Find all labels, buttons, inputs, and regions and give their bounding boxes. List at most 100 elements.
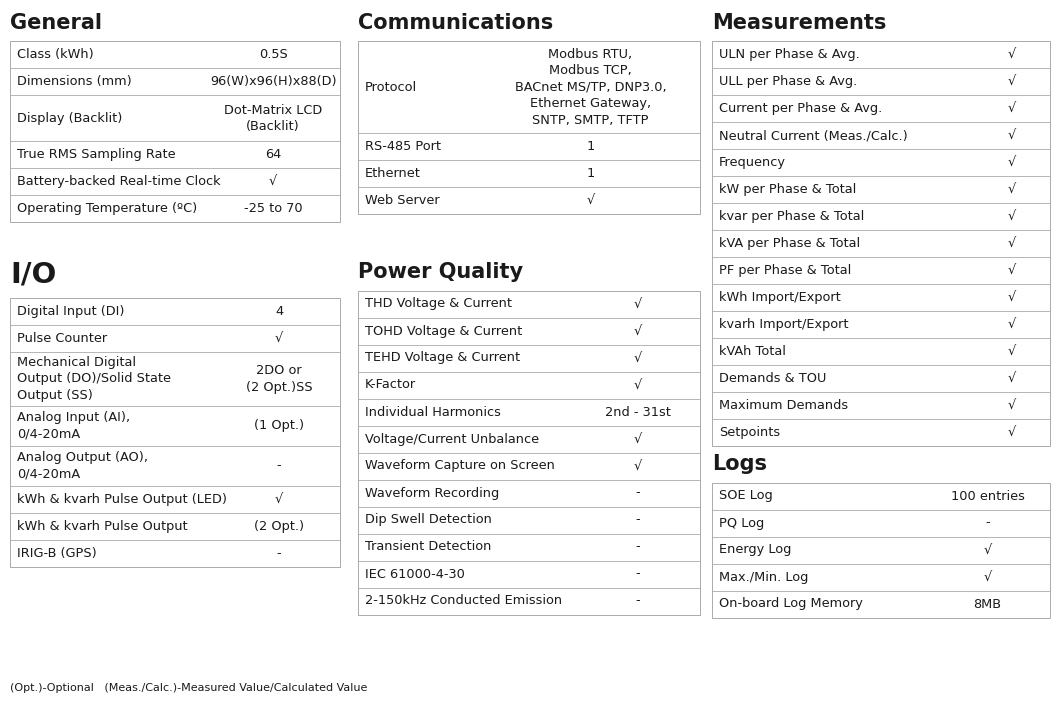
Text: Mechanical Digital
Output (DO)/Solid State
Output (SS): Mechanical Digital Output (DO)/Solid Sta… xyxy=(17,356,171,402)
Text: Transient Detection: Transient Detection xyxy=(365,540,492,554)
Text: √: √ xyxy=(634,325,641,337)
Text: -: - xyxy=(635,595,640,608)
Text: √: √ xyxy=(269,175,278,189)
Text: Power Quality: Power Quality xyxy=(358,262,524,282)
Text: √: √ xyxy=(1008,48,1017,61)
Text: Dot-Matrix LCD
(Backlit): Dot-Matrix LCD (Backlit) xyxy=(224,104,322,133)
Bar xyxy=(358,291,700,615)
Text: Pulse Counter: Pulse Counter xyxy=(17,332,107,345)
Text: √: √ xyxy=(1008,211,1017,223)
Text: 1: 1 xyxy=(586,140,595,153)
Text: Individual Harmonics: Individual Harmonics xyxy=(365,406,501,418)
Text: PF per Phase & Total: PF per Phase & Total xyxy=(719,264,851,277)
Text: √: √ xyxy=(275,332,283,345)
Text: √: √ xyxy=(634,459,641,472)
Text: SOE Log: SOE Log xyxy=(719,489,773,503)
Text: 4: 4 xyxy=(275,305,283,318)
Text: 8MB: 8MB xyxy=(973,598,1002,610)
Text: √: √ xyxy=(1008,264,1017,277)
Text: √: √ xyxy=(1008,102,1017,116)
Text: Class (kWh): Class (kWh) xyxy=(17,48,93,61)
Text: √: √ xyxy=(634,379,641,391)
Text: 2nd - 31st: 2nd - 31st xyxy=(604,406,671,418)
Text: Digital Input (DI): Digital Input (DI) xyxy=(17,305,124,318)
Text: ULN per Phase & Avg.: ULN per Phase & Avg. xyxy=(719,48,860,61)
Text: √: √ xyxy=(1008,372,1017,385)
Text: kW per Phase & Total: kW per Phase & Total xyxy=(719,183,856,196)
Text: √: √ xyxy=(275,493,283,506)
Text: (Opt.)-Optional   (Meas./Calc.)-Measured Value/Calculated Value: (Opt.)-Optional (Meas./Calc.)-Measured V… xyxy=(10,683,368,693)
Text: TOHD Voltage & Current: TOHD Voltage & Current xyxy=(365,325,523,337)
Text: I/O: I/O xyxy=(10,260,56,289)
Text: Communications: Communications xyxy=(358,13,553,33)
Text: Ethernet: Ethernet xyxy=(365,167,421,180)
Text: Battery-backed Real-time Clock: Battery-backed Real-time Clock xyxy=(17,175,220,189)
Text: K-Factor: K-Factor xyxy=(365,379,417,391)
Text: Display (Backlit): Display (Backlit) xyxy=(17,112,122,125)
Text: Maximum Demands: Maximum Demands xyxy=(719,399,848,412)
Text: -25 to 70: -25 to 70 xyxy=(244,202,302,216)
Text: General: General xyxy=(10,13,102,33)
Text: -: - xyxy=(635,567,640,581)
Text: IEC 61000-4-30: IEC 61000-4-30 xyxy=(365,567,465,581)
Text: ULL per Phase & Avg.: ULL per Phase & Avg. xyxy=(719,75,858,88)
Text: Measurements: Measurements xyxy=(712,13,886,33)
Text: √: √ xyxy=(1008,238,1017,250)
Text: IRIG-B (GPS): IRIG-B (GPS) xyxy=(17,547,96,560)
Text: True RMS Sampling Rate: True RMS Sampling Rate xyxy=(17,148,176,161)
Text: Logs: Logs xyxy=(712,454,767,474)
Text: √: √ xyxy=(1008,399,1017,412)
Text: √: √ xyxy=(984,571,991,584)
Text: Waveform Capture on Screen: Waveform Capture on Screen xyxy=(365,459,554,472)
Text: kvarh Import/Export: kvarh Import/Export xyxy=(719,318,848,331)
Text: kVAh Total: kVAh Total xyxy=(719,345,785,358)
Text: 100 entries: 100 entries xyxy=(951,489,1024,503)
Text: Neutral Current (Meas./Calc.): Neutral Current (Meas./Calc.) xyxy=(719,129,907,143)
Text: Frequency: Frequency xyxy=(719,156,787,169)
Text: Web Server: Web Server xyxy=(365,194,440,207)
Text: THD Voltage & Current: THD Voltage & Current xyxy=(365,298,512,311)
Text: kvar per Phase & Total: kvar per Phase & Total xyxy=(719,211,864,223)
Text: √: √ xyxy=(634,432,641,445)
Text: √: √ xyxy=(1008,291,1017,304)
Text: -: - xyxy=(277,547,281,560)
Text: -: - xyxy=(635,486,640,500)
Text: Analog Input (AI),
0/4-20mA: Analog Input (AI), 0/4-20mA xyxy=(17,411,130,440)
Text: 2DO or
(2 Opt.)SS: 2DO or (2 Opt.)SS xyxy=(246,364,313,393)
Text: √: √ xyxy=(634,298,641,311)
Text: kWh & kvarh Pulse Output (LED): kWh & kvarh Pulse Output (LED) xyxy=(17,493,227,506)
Text: kWh & kvarh Pulse Output: kWh & kvarh Pulse Output xyxy=(17,520,188,532)
Bar xyxy=(358,41,700,214)
Text: (2 Opt.): (2 Opt.) xyxy=(254,520,304,532)
Text: 1: 1 xyxy=(586,167,595,180)
Text: RS-485 Port: RS-485 Port xyxy=(365,140,441,153)
Text: √: √ xyxy=(1008,156,1017,169)
Text: -: - xyxy=(277,459,281,472)
Text: √: √ xyxy=(1008,318,1017,331)
Bar xyxy=(10,298,340,566)
Bar xyxy=(712,483,1050,618)
Text: 64: 64 xyxy=(265,148,281,161)
Text: kWh Import/Export: kWh Import/Export xyxy=(719,291,841,304)
Text: Max./Min. Log: Max./Min. Log xyxy=(719,571,809,584)
Text: On-board Log Memory: On-board Log Memory xyxy=(719,598,863,610)
Bar xyxy=(10,41,340,222)
Text: √: √ xyxy=(586,194,595,207)
Text: Demands & TOU: Demands & TOU xyxy=(719,372,827,385)
Text: kVA per Phase & Total: kVA per Phase & Total xyxy=(719,238,860,250)
Text: TEHD Voltage & Current: TEHD Voltage & Current xyxy=(365,352,520,364)
Text: 0.5S: 0.5S xyxy=(259,48,287,61)
Text: √: √ xyxy=(1008,426,1017,440)
Text: √: √ xyxy=(634,352,641,364)
Text: Protocol: Protocol xyxy=(365,81,418,94)
Text: Analog Output (AO),
0/4-20mA: Analog Output (AO), 0/4-20mA xyxy=(17,451,148,481)
Text: Modbus RTU,
Modbus TCP,
BACnet MS/TP, DNP3.0,
Ethernet Gateway,
SNTP, SMTP, TFTP: Modbus RTU, Modbus TCP, BACnet MS/TP, DN… xyxy=(515,48,667,127)
Text: -: - xyxy=(635,513,640,527)
Text: Waveform Recording: Waveform Recording xyxy=(365,486,499,500)
Text: Operating Temperature (ºC): Operating Temperature (ºC) xyxy=(17,202,197,216)
Text: Current per Phase & Avg.: Current per Phase & Avg. xyxy=(719,102,882,116)
Text: √: √ xyxy=(1008,75,1017,88)
Text: -: - xyxy=(985,516,990,530)
Bar xyxy=(712,41,1050,446)
Text: √: √ xyxy=(1008,129,1017,143)
